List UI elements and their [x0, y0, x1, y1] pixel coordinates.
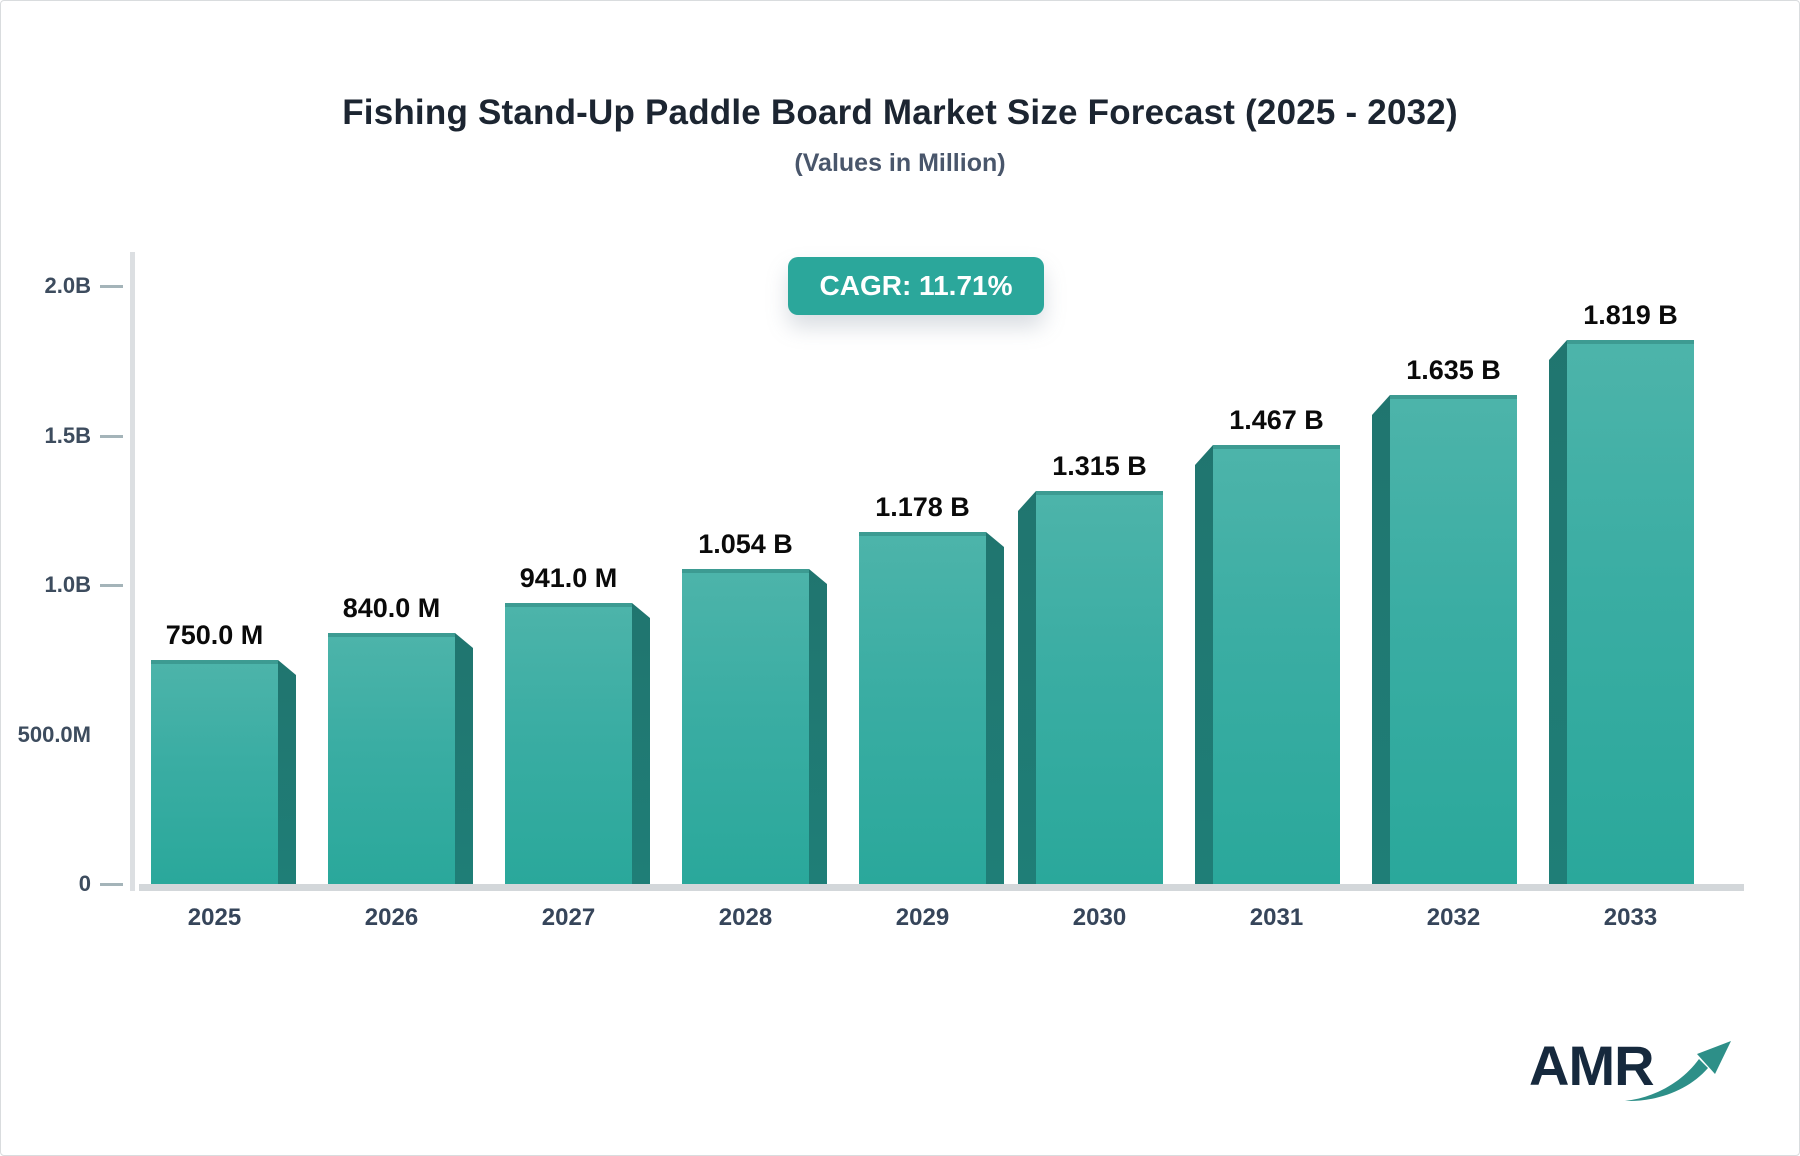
bar-2032: 1.635 B	[1372, 355, 1517, 884]
x-axis-baseline	[139, 884, 1744, 891]
y-tick-label-2.0B: 2.0B	[44, 273, 91, 298]
bar-value-label-2025: 750.0 M	[165, 620, 264, 650]
bar-value-label-2027: 941.0 M	[519, 563, 618, 593]
y-axis-line	[130, 252, 135, 891]
cagr-badge: CAGR: 11.71%	[788, 257, 1044, 315]
x-tick-label-2032: 2032	[1426, 904, 1481, 931]
bar-value-label-2031: 1.467 B	[1229, 405, 1324, 435]
bar-2027: 941.0 M	[505, 563, 650, 884]
bar-value-label-2030: 1.315 B	[1052, 451, 1147, 481]
bar-face-2025	[151, 660, 278, 884]
y-tick-label-0: 0	[78, 871, 91, 896]
x-tick-label-2027: 2027	[541, 904, 596, 931]
bar-face-2026	[328, 633, 455, 884]
x-tick-label-2029: 2029	[895, 904, 950, 931]
y-tick-dash-1.5B	[100, 434, 123, 438]
y-tick-dash-2.0B	[100, 285, 123, 288]
bar-face-2030	[1036, 491, 1163, 884]
bar-value-label-2028: 1.054 B	[698, 529, 793, 559]
x-tick-label-2028: 2028	[718, 904, 773, 931]
amr-logo-text: AMR	[1529, 1034, 1655, 1097]
bar-side3d-2030	[1018, 491, 1036, 884]
bar-side3d-2026	[455, 633, 473, 884]
bar-side3d-2031	[1195, 445, 1213, 884]
chart-subtitle: (Values in Million)	[794, 149, 1006, 177]
y-tick-dash-1.0B	[100, 584, 123, 587]
bar-value-label-2033: 1.819 B	[1583, 300, 1678, 330]
chart-title: Fishing Stand-Up Paddle Board Market Siz…	[342, 93, 1458, 132]
y-tick-dash-0	[100, 883, 123, 886]
bar-2025: 750.0 M	[151, 620, 296, 884]
x-tick-label-2033: 2033	[1603, 904, 1658, 931]
y-tick-label-1.0B: 1.0B	[44, 572, 91, 597]
bar-2033: 1.819 B	[1549, 300, 1694, 884]
bar-side3d-2029	[986, 532, 1004, 884]
cagr-badge-label: CAGR: 11.71%	[819, 270, 1013, 301]
bar-face-2027	[505, 603, 632, 884]
x-tick-label-2025: 2025	[187, 904, 242, 931]
bar-side3d-2028	[809, 569, 827, 884]
bar-face-2029	[859, 532, 986, 884]
bar-value-label-2026: 840.0 M	[342, 593, 441, 623]
x-tick-label-2030: 2030	[1072, 904, 1127, 931]
bar-side3d-2025	[278, 660, 296, 884]
bar-2031: 1.467 B	[1195, 405, 1340, 884]
bar-face-2031	[1213, 445, 1340, 884]
amr-logo: AMR	[1529, 1033, 1739, 1119]
x-tick-label-2031: 2031	[1249, 904, 1304, 931]
bar-side3d-2033	[1549, 340, 1567, 884]
bar-2026: 840.0 M	[328, 593, 473, 884]
bar-side3d-2032	[1372, 395, 1390, 884]
bar-value-label-2029: 1.178 B	[875, 492, 970, 522]
bar-side3d-2027	[632, 603, 650, 884]
y-tick-label-1.5B: 1.5B	[44, 422, 91, 448]
bar-face-2033	[1567, 340, 1694, 884]
bar-value-label-2032: 1.635 B	[1406, 355, 1501, 385]
bar-2030: 1.315 B	[1018, 451, 1163, 884]
bar-2029: 1.178 B	[859, 492, 1004, 884]
bar-face-2028	[682, 569, 809, 884]
bar-2028: 1.054 B	[682, 529, 827, 884]
x-tick-label-2026: 2026	[364, 904, 419, 931]
y-tick-label-500.0M: 500.0M	[17, 721, 91, 747]
bar-face-2032	[1390, 395, 1517, 884]
growth-arrow-icon	[1625, 1041, 1731, 1102]
